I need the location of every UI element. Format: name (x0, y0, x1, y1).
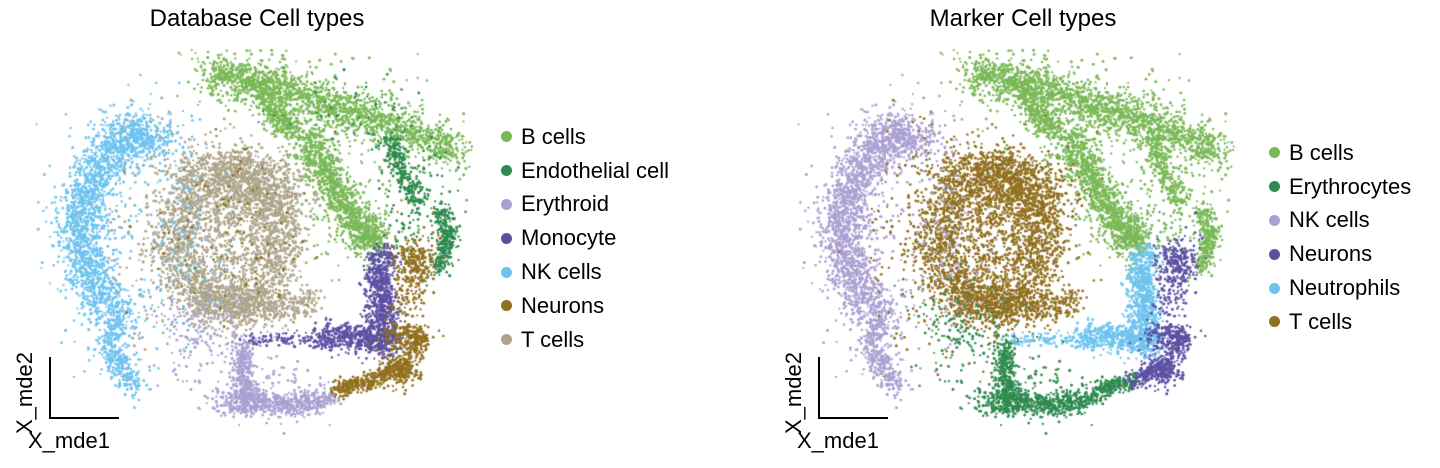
legend-label: B cells (1289, 139, 1354, 165)
x-axis-label: X_mde1 (797, 428, 879, 453)
y-axis-spine (49, 357, 51, 418)
legend-label: Neutrophils (1289, 275, 1401, 301)
legend-label: Erythrocytes (1289, 173, 1412, 199)
legend-item: Neurons (501, 289, 669, 323)
legend-item: T cells (1269, 305, 1411, 339)
legend-item: Neurons (1269, 237, 1411, 271)
legend-color-dot (1269, 248, 1280, 260)
x-axis-spine (49, 417, 119, 419)
y-axis-label: X_mde2 (12, 352, 37, 434)
legend-label: T cells (1289, 308, 1353, 334)
legend-label: T cells (521, 326, 585, 352)
x-axis-spine (818, 417, 888, 419)
y-axis-label: X_mde2 (781, 352, 806, 434)
legend-item: Monocyte (501, 221, 669, 255)
legend-label: Neurons (521, 292, 605, 318)
legend-item: Endothelial cell (501, 154, 669, 188)
legend-item: Erythroid (501, 188, 669, 222)
legend-item: T cells (501, 323, 669, 357)
legend-label: Neurons (1289, 241, 1373, 267)
legend-color-dot (501, 131, 512, 143)
legend-color-dot (501, 165, 512, 177)
legend-item: NK cells (501, 255, 669, 289)
legend-label: NK cells (521, 259, 602, 285)
legend-color-dot (1269, 214, 1280, 226)
panel-title-database: Database Cell types (149, 5, 365, 32)
y-axis-spine (818, 357, 820, 418)
legend-color-dot (1269, 181, 1280, 193)
legend-color-dot (1269, 316, 1280, 328)
legend-label: Monocyte (521, 225, 617, 251)
legend-label: Endothelial cell (521, 157, 669, 183)
legend-color-dot (1269, 282, 1280, 294)
x-axis-label: X_mde1 (28, 428, 110, 453)
legend-color-dot (501, 232, 512, 244)
legend-item: B cells (501, 120, 669, 154)
legend-item: NK cells (1269, 204, 1411, 238)
legend-item: B cells (1269, 136, 1411, 170)
legend-item: Erythrocytes (1269, 170, 1411, 204)
legend-color-dot (501, 198, 512, 210)
legend-color-dot (501, 266, 512, 278)
legend-color-dot (1269, 147, 1280, 159)
legend-color-dot (501, 334, 512, 346)
legend-label: NK cells (1289, 207, 1370, 233)
panel-title-marker: Marker Cell types (929, 5, 1117, 32)
legend-label: B cells (521, 123, 586, 149)
legend-color-dot (501, 300, 512, 312)
legend-database: B cells Endothelial cell Erythroid Monocyte… (501, 120, 669, 357)
legend-marker: B cells Erythrocytes NK cells Neurons Neutro… (1269, 136, 1411, 339)
legend-item: Neutrophils (1269, 271, 1411, 305)
legend-label: Erythroid (521, 191, 610, 217)
